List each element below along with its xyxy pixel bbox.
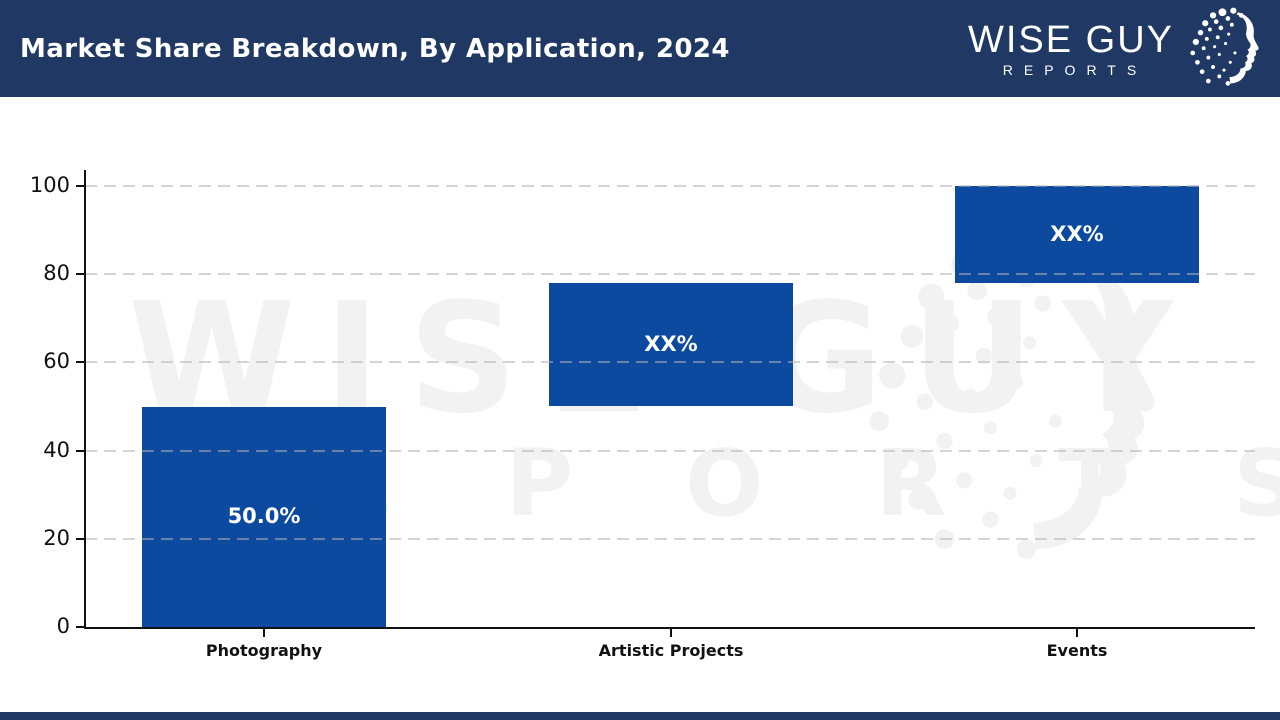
y-tick-label: 60	[43, 349, 70, 374]
y-tick-mark	[76, 537, 84, 540]
chart-bar-artistic-projects: XX%	[549, 283, 793, 407]
brand-name: WISE GUY	[967, 19, 1174, 61]
y-tick-mark	[76, 185, 84, 187]
y-tick-mark	[76, 273, 84, 276]
chart-bar-photography: 50.0%	[142, 406, 386, 627]
brand-logo: WISE GUY REPORTS	[968, 6, 1268, 92]
bar-value-label: XX%	[1050, 221, 1104, 246]
header-bar: Market Share Breakdown, By Application, …	[0, 0, 1280, 97]
y-tick-mark	[76, 361, 84, 364]
x-axis-line	[84, 627, 1255, 629]
gridline	[85, 537, 1255, 540]
x-tick-mark	[263, 629, 265, 637]
y-tick-label: 20	[43, 525, 70, 550]
bar-value-label: 50.0%	[227, 503, 301, 528]
x-axis-label-photography: Photography	[205, 641, 323, 660]
gridline	[85, 273, 1255, 276]
plot-area: 50.0% XX% XX% Photography Artistic Proje…	[0, 97, 1280, 712]
y-tick-mark	[76, 449, 84, 452]
x-axis-label-artistic-projects: Artistic Projects	[598, 641, 744, 660]
page-title: Market Share Breakdown, By Application, …	[20, 33, 730, 64]
brand-logo-text: WISE GUY REPORTS	[968, 20, 1174, 78]
y-tick-label: 0	[56, 614, 70, 638]
brand-subname: REPORTS	[1002, 62, 1148, 78]
dotted-head-icon	[1190, 7, 1259, 86]
bar-value-label: XX%	[644, 331, 698, 356]
x-axis-label-events: Events	[1046, 641, 1108, 660]
x-tick-mark	[1076, 629, 1078, 637]
y-axis-line	[84, 170, 86, 629]
y-tick-mark	[76, 626, 84, 628]
y-tick-label: 40	[43, 437, 70, 462]
footer-bar	[0, 712, 1280, 720]
gridline	[85, 449, 1255, 452]
gridline	[85, 185, 1255, 187]
gridline	[85, 361, 1255, 364]
y-tick-label: 100	[29, 173, 70, 197]
x-tick-mark	[670, 629, 672, 637]
y-tick-label: 80	[43, 261, 70, 286]
chart-bar-events: XX%	[955, 186, 1199, 284]
